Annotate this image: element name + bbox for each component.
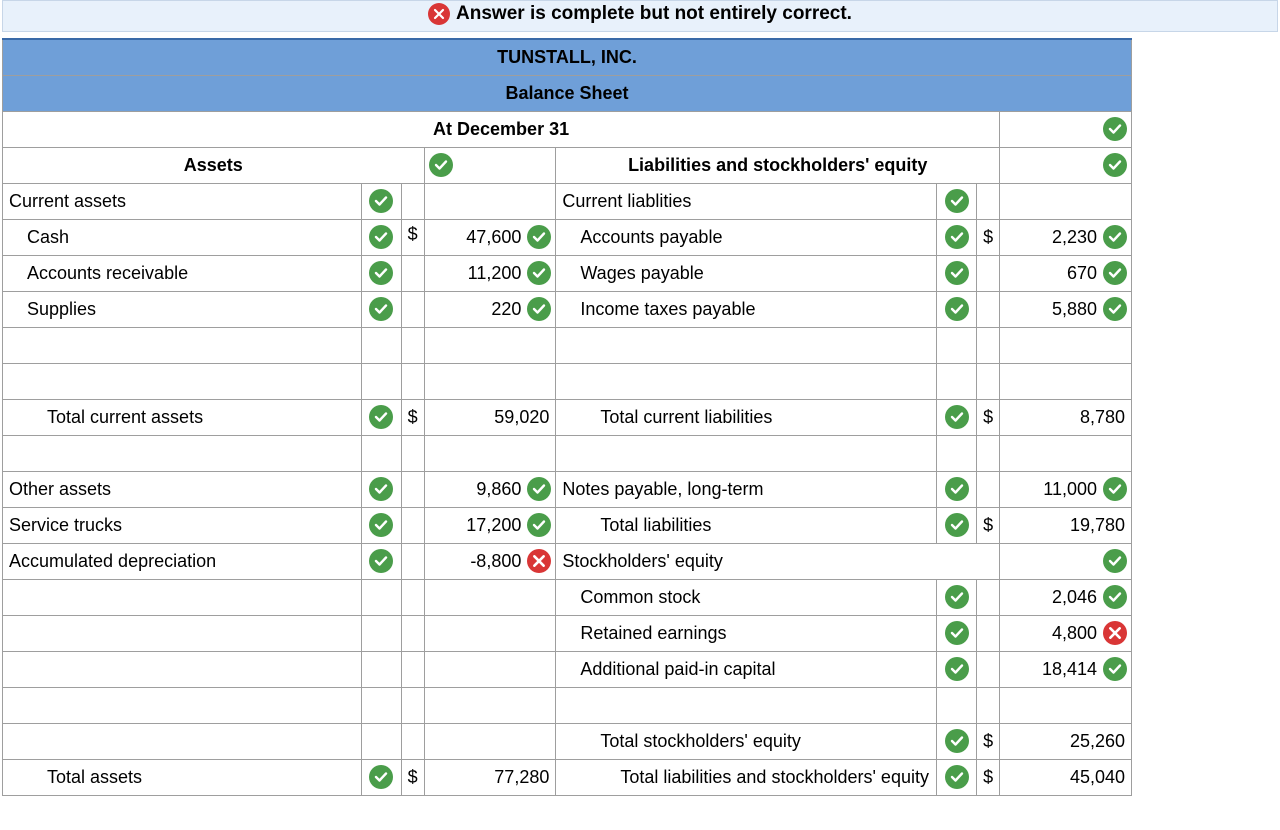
check-icon	[1103, 225, 1127, 249]
total-assets-label: Total assets	[3, 759, 362, 795]
check-icon	[1103, 549, 1127, 573]
check-icon	[945, 261, 969, 285]
cash-label: Cash	[3, 219, 362, 255]
check-icon	[369, 477, 393, 501]
check-icon	[945, 189, 969, 213]
check-icon	[945, 765, 969, 789]
total-current-assets-label: Total current assets	[3, 399, 362, 435]
apic-value: 18,414	[1000, 651, 1132, 687]
check-icon	[945, 477, 969, 501]
cash-value: 47,600	[424, 219, 556, 255]
se-header: Stockholders' equity	[556, 543, 1000, 579]
check-icon	[369, 297, 393, 321]
check-icon	[369, 405, 393, 429]
retained-label: Retained earnings	[556, 615, 937, 651]
x-circle-icon	[428, 3, 450, 25]
date-line: At December 31	[3, 111, 1000, 147]
current-assets-label: Current assets	[3, 183, 362, 219]
other-assets-label: Other assets	[3, 471, 362, 507]
service-trucks-label: Service trucks	[3, 507, 362, 543]
check-icon	[1103, 297, 1127, 321]
check-icon	[369, 513, 393, 537]
check-icon	[945, 225, 969, 249]
ar-label: Accounts receivable	[3, 255, 362, 291]
accdep-label: Accumulated depreciation	[3, 543, 362, 579]
notes-value: 11,000	[1000, 471, 1132, 507]
inctax-label: Income taxes payable	[556, 291, 937, 327]
x-circle-icon	[527, 549, 551, 573]
feedback-text: Answer is complete but not entirely corr…	[456, 3, 852, 25]
ap-value: 2,230	[1000, 219, 1132, 255]
total-current-liab-label: Total current liabilities	[556, 399, 937, 435]
check-icon	[1103, 117, 1127, 141]
check-icon	[945, 621, 969, 645]
current-liabilities-label: Current liablities	[556, 183, 937, 219]
check-icon	[945, 729, 969, 753]
check-icon	[945, 297, 969, 321]
apic-label: Additional paid-in capital	[556, 651, 937, 687]
statement-title: Balance Sheet	[3, 75, 1132, 111]
inctax-value: 5,880	[1000, 291, 1132, 327]
common-label: Common stock	[556, 579, 937, 615]
check-icon	[527, 513, 551, 537]
x-circle-icon	[1103, 621, 1127, 645]
check-icon	[1103, 657, 1127, 681]
check-icon	[369, 189, 393, 213]
check-icon	[527, 261, 551, 285]
check-icon	[369, 261, 393, 285]
check-icon	[945, 513, 969, 537]
retained-value: 4,800	[1000, 615, 1132, 651]
total-current-liab-value: 8,780	[1000, 399, 1132, 435]
check-icon	[1103, 153, 1127, 177]
check-icon	[1103, 585, 1127, 609]
check-icon	[945, 585, 969, 609]
balance-sheet-table: TUNSTALL, INC. Balance Sheet At December…	[2, 38, 1132, 796]
total-liab-se-value: 45,040	[1000, 759, 1132, 795]
check-icon	[527, 477, 551, 501]
check-icon	[1103, 477, 1127, 501]
check-icon	[429, 153, 453, 177]
assets-header: Assets	[3, 147, 425, 183]
total-assets-value: 77,280	[424, 759, 556, 795]
wages-label: Wages payable	[556, 255, 937, 291]
check-icon	[369, 225, 393, 249]
total-liab-value: 19,780	[1000, 507, 1132, 543]
total-se-label: Total stockholders' equity	[556, 723, 937, 759]
supplies-value: 220	[424, 291, 556, 327]
notes-label: Notes payable, long-term	[556, 471, 937, 507]
check-icon	[945, 657, 969, 681]
other-assets-value: 9,860	[424, 471, 556, 507]
ar-value: 11,200	[424, 255, 556, 291]
feedback-banner: Answer is complete but not entirely corr…	[2, 0, 1278, 32]
check-icon	[527, 297, 551, 321]
total-liab-se-label: Total liabilities and stockholders' equi…	[556, 759, 937, 795]
check-icon	[1103, 261, 1127, 285]
total-current-assets-value: 59,020	[424, 399, 556, 435]
check-icon	[369, 765, 393, 789]
liabilities-header: Liabilities and stockholders' equity	[556, 147, 1000, 183]
ap-label: Accounts payable	[556, 219, 937, 255]
total-se-value: 25,260	[1000, 723, 1132, 759]
total-liab-label: Total liabilities	[556, 507, 937, 543]
check-icon	[945, 405, 969, 429]
wages-value: 670	[1000, 255, 1132, 291]
common-value: 2,046	[1000, 579, 1132, 615]
supplies-label: Supplies	[3, 291, 362, 327]
service-trucks-value: 17,200	[424, 507, 556, 543]
check-icon	[527, 225, 551, 249]
company-title: TUNSTALL, INC.	[3, 39, 1132, 75]
accdep-value: -8,800	[424, 543, 556, 579]
check-icon	[369, 549, 393, 573]
